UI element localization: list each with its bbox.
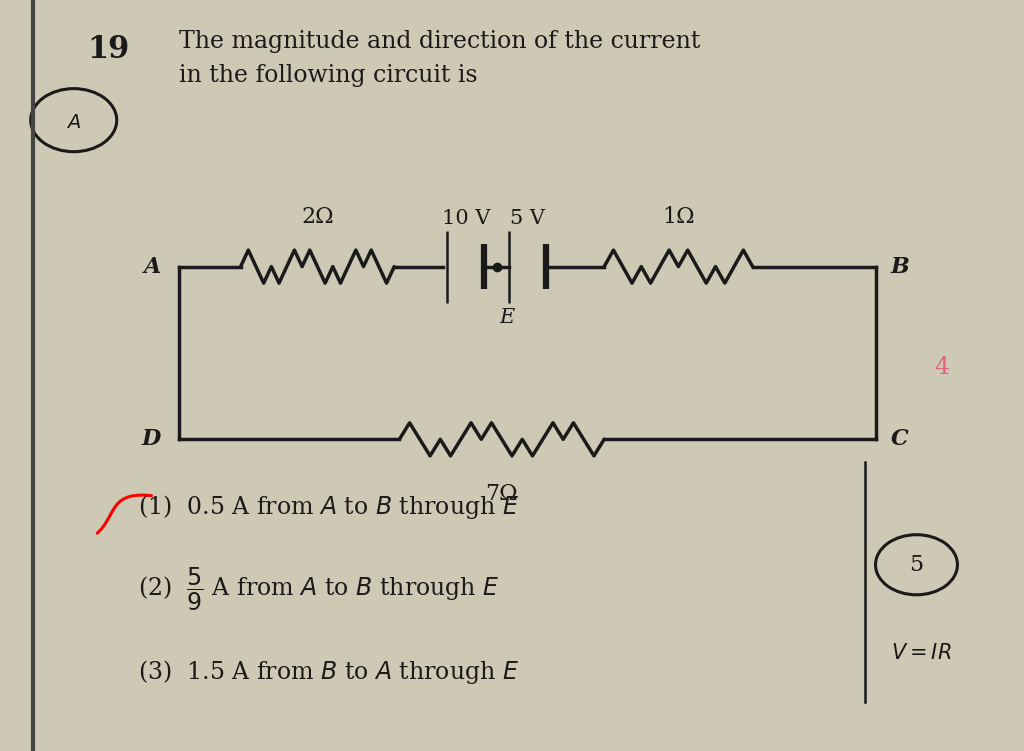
Text: 2Ω: 2Ω <box>301 206 334 228</box>
Text: 10 V: 10 V <box>441 209 490 228</box>
Text: E: E <box>500 308 514 327</box>
Text: D: D <box>141 428 161 451</box>
Text: $\mathit{V}=\mathit{IR}$: $\mathit{V}=\mathit{IR}$ <box>891 644 951 663</box>
Text: The magnitude and direction of the current
in the following circuit is: The magnitude and direction of the curre… <box>179 30 700 87</box>
Text: (2)  $\dfrac{5}{9}$ A from $\mathit{A}$ to $\mathit{B}$ through $\mathit{E}$: (2) $\dfrac{5}{9}$ A from $\mathit{A}$ t… <box>138 566 500 614</box>
Text: (3)  1.5 A from $\mathit{B}$ to $\mathit{A}$ through $\mathit{E}$: (3) 1.5 A from $\mathit{B}$ to $\mathit{… <box>138 658 519 686</box>
Text: A: A <box>143 255 161 278</box>
Text: 5 V: 5 V <box>510 209 545 228</box>
Text: $\mathit{A}$: $\mathit{A}$ <box>67 114 81 132</box>
Text: C: C <box>891 428 908 451</box>
Text: 7Ω: 7Ω <box>485 483 518 505</box>
Text: 19: 19 <box>87 34 129 65</box>
Text: 4: 4 <box>935 357 949 379</box>
Text: 5: 5 <box>909 553 924 576</box>
Text: (1)  0.5 A from $\mathit{A}$ to $\mathit{B}$ through $\mathit{E}$: (1) 0.5 A from $\mathit{A}$ to $\mathit{… <box>138 493 519 521</box>
Text: B: B <box>891 255 909 278</box>
Text: 1Ω: 1Ω <box>663 206 694 228</box>
